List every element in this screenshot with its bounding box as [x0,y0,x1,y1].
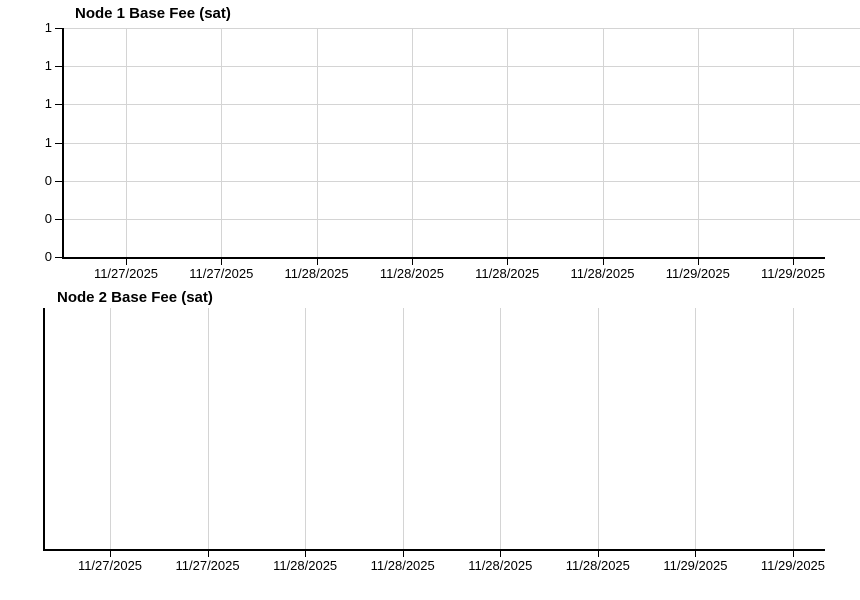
y-axis-tick [55,28,62,29]
y-axis-tick-label: 0 [44,249,52,264]
gridline-vertical [207,308,209,549]
x-axis-tick [316,257,318,265]
gridline-horizontal [64,66,860,68]
node-1-base-fee-chart: Node 1 Base Fee (sat) 11/27/2025 11/27/20… [0,0,860,285]
gridline-vertical [305,308,307,549]
x-axis-tick [110,549,111,557]
x-axis-tick-label: 11/29/2025 [760,558,826,573]
gridline-vertical [500,308,502,549]
plot-area: 11/27/2025 11/27/2025 11/28/2025 11/28/2025… [45,20,860,281]
x-axis-tick [305,549,307,557]
gridline-vertical [695,308,697,549]
x-axis-tick [126,257,127,265]
x-axis-tick [507,257,509,265]
gridline-horizontal [64,142,860,144]
gridline-horizontal [64,218,860,220]
y-axis-tick-label: 0 [44,172,52,188]
x-axis-tick-label: 11/28/2025 [468,558,533,573]
chart-title: Node 1 Base Fee (sat) [75,5,231,22]
x-axis-tick-label: 11/29/2025 [665,266,730,281]
node-2-base-fee-chart: Node 2 Base Fee (sat) 11/27/2025 11/27/20… [0,285,860,600]
y-axis-tick [55,180,62,182]
gridline-horizontal [64,28,860,29]
y-axis-tick-label: 1 [44,134,52,150]
x-axis-tick-label: 11/28/2025 [379,266,444,281]
x-axis-tick [793,257,795,265]
y-axis-tick [55,104,62,106]
y-axis-tick [55,66,62,68]
x-axis-tick-label: 11/28/2025 [570,266,635,281]
x-axis-tick-label: 11/27/2025 [189,266,254,281]
x-axis-tick-label: 11/28/2025 [370,558,435,573]
x-axis-tick [597,549,599,557]
x-axis-tick [602,257,604,265]
x-axis-tick-label: 11/27/2025 [77,558,143,573]
x-axis-tick-label: 11/28/2025 [565,558,630,573]
x-axis-tick [402,549,404,557]
y-axis-tick-label: 1 [44,58,52,74]
x-axis-tick [411,257,413,265]
x-axis-tick-label: 11/27/2025 [175,558,240,573]
plot-area: 11/27/2025 11/27/2025 11/28/2025 11/28/2025… [43,308,825,573]
y-axis-tick-label: 0 [44,210,52,226]
x-axis-tick-label: 11/27/2025 [93,266,159,281]
x-axis-tick [500,549,502,557]
gridline-vertical [792,308,794,549]
x-axis-tick-label: 11/28/2025 [273,558,338,573]
x-axis-tick [207,549,209,557]
y-axis-tick-label: 1 [44,96,52,112]
y-axis-tick-label: 1 [44,20,52,35]
y-axis-tick [55,257,62,258]
x-axis-tick [221,257,223,265]
y-axis-tick [55,218,62,220]
y-axis-tick [55,142,62,144]
chart-title: Node 2 Base Fee (sat) [57,289,213,306]
x-axis-tick-label: 11/28/2025 [284,266,349,281]
x-axis-tick [697,257,699,265]
x-axis-tick-label: 11/29/2025 [663,558,728,573]
x-axis-tick [792,549,794,557]
x-axis-tick [695,549,697,557]
x-axis-tick-label: 11/28/2025 [475,266,540,281]
x-axis-tick-label: 11/29/2025 [761,266,826,281]
gridline-horizontal [64,104,860,106]
gridline-horizontal [64,180,860,182]
gridline-vertical [110,308,111,549]
gridline-vertical [597,308,599,549]
gridline-vertical [402,308,404,549]
